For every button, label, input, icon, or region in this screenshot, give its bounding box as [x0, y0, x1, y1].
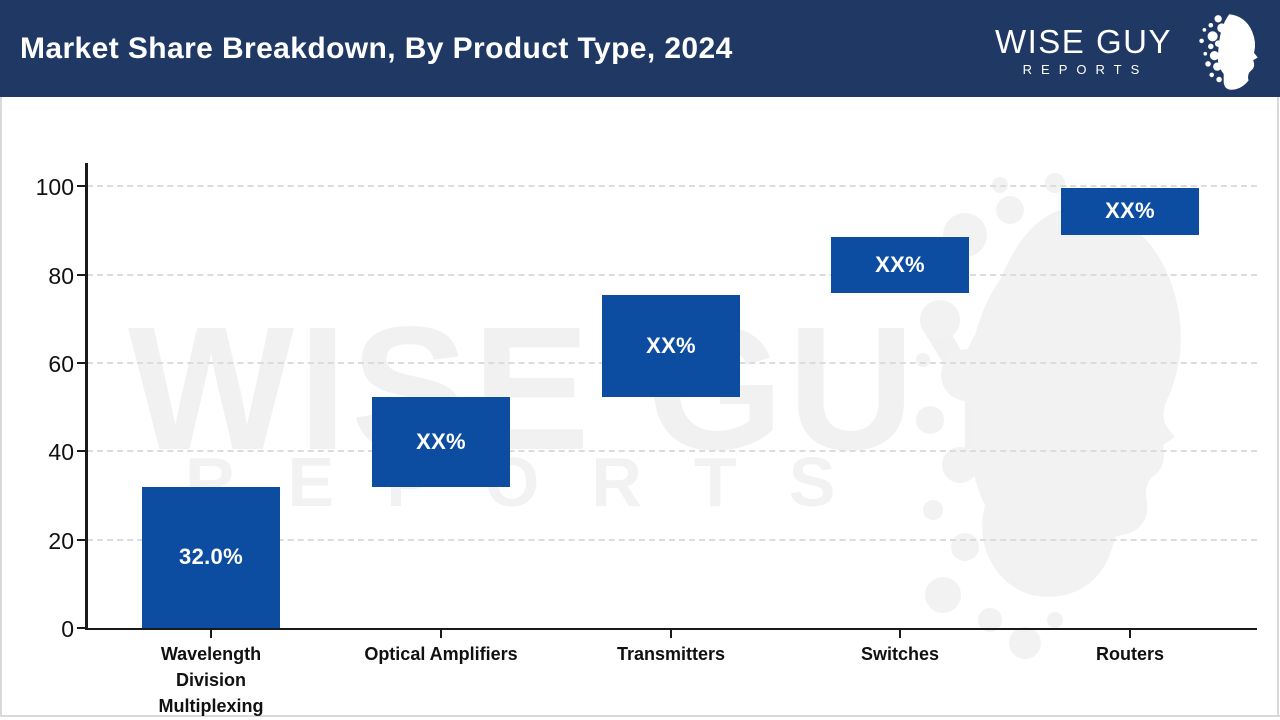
y-tick-60: [77, 361, 85, 364]
watermark-reports-text: REPORTS: [185, 443, 888, 521]
x-category-label-4: Routers: [1095, 644, 1164, 664]
x-tick-0: [210, 630, 212, 638]
bar-value-label: XX%: [1105, 198, 1155, 224]
bar-3: XX%: [831, 236, 969, 294]
y-tick-100: [77, 185, 85, 188]
bar-value-label: XX%: [416, 428, 466, 454]
wiseguy-logo-text: WISE GUY REPORTS: [995, 25, 1172, 76]
x-axis-spine: [85, 627, 1257, 630]
bar-value-label: XX%: [646, 332, 696, 358]
frame-border-left: [0, 97, 2, 717]
x-category-label-3: Switches: [860, 644, 940, 664]
y-tick-label-40: 40: [48, 439, 74, 466]
x-tick-1: [440, 630, 442, 638]
y-tick-0: [77, 627, 85, 629]
bar-1: XX%: [372, 396, 510, 487]
x-tick-4: [1129, 630, 1131, 638]
bar-value-label: XX%: [875, 251, 925, 277]
y-tick-20: [77, 538, 85, 541]
frame-border-right: [1277, 97, 1279, 717]
y-tick-label-20: 20: [48, 527, 74, 554]
page-title: Market Share Breakdown, By Product Type,…: [20, 31, 733, 65]
wiseguy-logo-subtitle: REPORTS: [1022, 62, 1149, 77]
y-tick-40: [77, 450, 85, 453]
header-bar: Market Share Breakdown, By Product Type,…: [0, 0, 1280, 97]
x-category-label-1: Optical Amplifiers: [364, 644, 518, 664]
y-tick-label-80: 80: [48, 262, 74, 289]
watermark-wiseguy-text: WISE GUY: [128, 291, 1041, 487]
gridline-20: [87, 538, 1257, 541]
frame-border-bottom: [0, 715, 1280, 717]
gridline-80: [87, 273, 1257, 276]
bar-4: XX%: [1061, 187, 1199, 236]
y-axis-spine: [85, 163, 88, 630]
y-tick-80: [77, 273, 85, 276]
y-tick-label-0: 0: [61, 616, 74, 642]
y-tick-label-100: 100: [35, 174, 74, 201]
y-tick-label-60: 60: [48, 350, 74, 377]
wiseguy-head-icon: [1199, 13, 1258, 90]
x-category-label-2: Transmitters: [616, 644, 726, 664]
bar-value-label: 32.0%: [179, 544, 243, 570]
bar-0: 32.0%: [142, 486, 280, 628]
x-tick-2: [670, 630, 672, 638]
x-tick-3: [899, 630, 901, 638]
watermark-head-icon: [916, 173, 1181, 659]
gridline-100: [87, 185, 1257, 188]
gridline-40: [87, 450, 1257, 453]
bar-2: XX%: [602, 295, 740, 397]
wiseguy-logo: WISE GUY REPORTS: [995, 9, 1266, 93]
x-category-label-0: Wavelength Division Multiplexing: [158, 644, 264, 716]
wiseguy-logo-name: WISE GUY: [994, 23, 1172, 60]
